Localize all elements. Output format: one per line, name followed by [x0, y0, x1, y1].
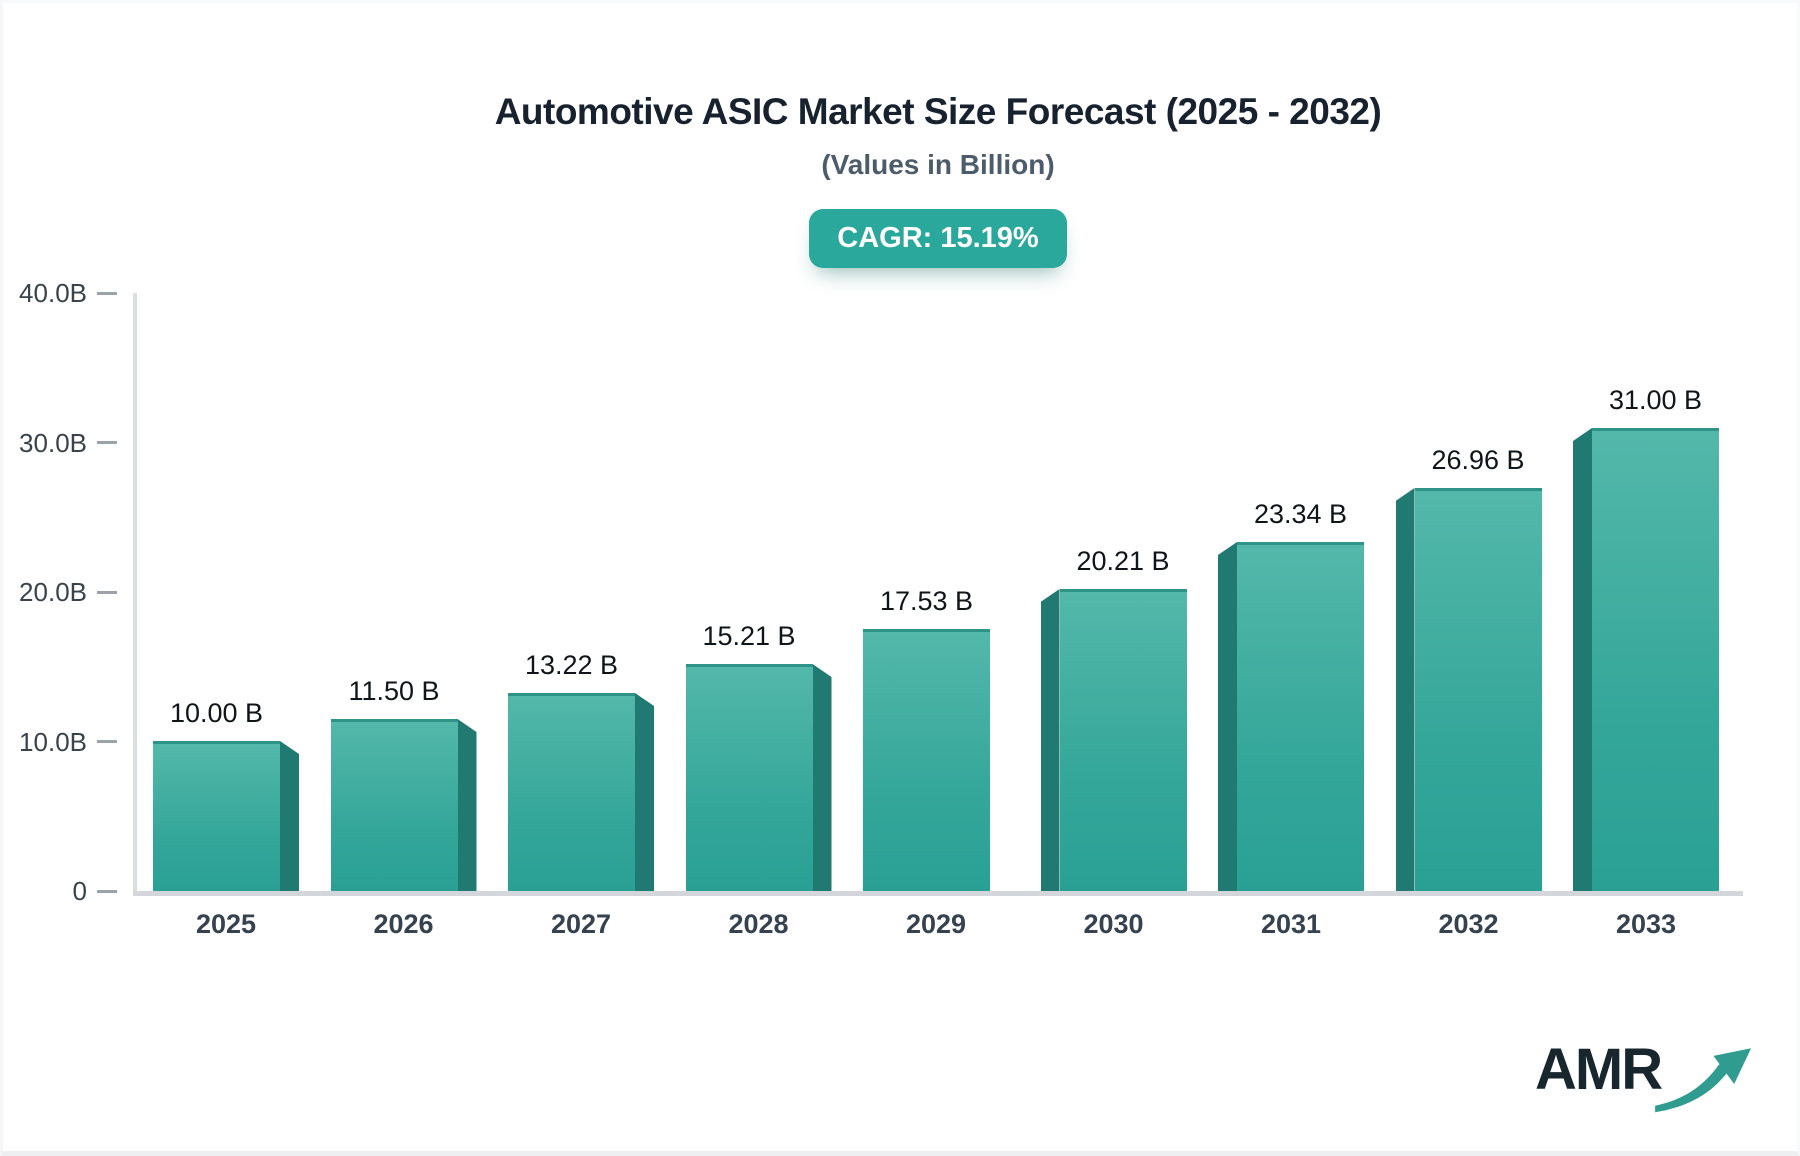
bar-face: [1414, 488, 1542, 891]
bar-group-2030: 20.21 B: [1040, 293, 1187, 891]
x-tick-label: 2030: [1083, 909, 1144, 939]
bar-value-label: 13.22 B: [524, 650, 619, 680]
y-tick-label: 30.0B: [19, 427, 87, 458]
y-tick-label: 40.0B: [19, 278, 87, 308]
y-tick-dash: [97, 740, 117, 743]
y-tick-dash: [97, 441, 117, 444]
bar-group-2028: 15.21 B: [685, 293, 832, 891]
bar-side-face: [1218, 542, 1237, 891]
x-tick-label: 2027: [550, 909, 612, 939]
bar-face: [685, 664, 813, 891]
y-tick-dash: [97, 291, 117, 295]
bar-group-2029: 17.53 B: [863, 293, 1009, 891]
x-tick-label: 2032: [1438, 909, 1499, 939]
bar-group-2031: 23.34 B: [1218, 293, 1364, 891]
logo-text: AMR: [1535, 1037, 1663, 1102]
bar-group-2027: 13.22 B: [508, 293, 654, 891]
x-axis-line: [133, 891, 1743, 896]
bar-value-label: 10.00 B: [169, 698, 264, 728]
bar-face: [508, 693, 635, 891]
y-tick-dash: [97, 590, 117, 594]
bar-side-face: [1395, 488, 1415, 891]
y-tick-label: 0: [72, 876, 87, 906]
bar-side-face: [457, 719, 477, 891]
bar-value-label: 23.34 B: [1253, 499, 1348, 529]
bar-face: [1059, 589, 1187, 891]
x-tick-label: 2026: [373, 909, 434, 939]
chart-subtitle: (Values in Billion): [821, 149, 1055, 180]
bar-face: [863, 629, 990, 891]
bar-group-2032: 26.96 B: [1395, 293, 1542, 891]
bar-side-face: [1573, 428, 1592, 891]
y-tick-dash: [97, 889, 117, 893]
bar-side-face: [280, 741, 299, 891]
x-tick-label: 2031: [1260, 909, 1322, 939]
x-tick-label: 2033: [1615, 909, 1677, 939]
bar-side-face: [812, 664, 832, 891]
y-axis: 40.0B 30.0B 20.0B 10.0B 0: [3, 278, 133, 906]
page-title: Automotive ASIC Market Size Forecast (20…: [494, 91, 1382, 132]
plot-area: 10.00 B 11.50 B 13.22 B 15.21 B 17.53 B 20.21…: [137, 293, 1743, 891]
x-tick-label: 2025: [195, 909, 257, 939]
bar-side-face: [635, 693, 654, 891]
x-tick-label: 2029: [905, 909, 967, 939]
bar-face: [330, 719, 458, 891]
y-tick-label: 20.0B: [19, 577, 87, 607]
x-axis: 2025 2026 2027 2028 2029 2030 2031 2032 2033: [137, 909, 1743, 949]
cagr-badge: CAGR: 15.19%: [809, 209, 1067, 268]
bar-face: [1592, 428, 1719, 891]
bar-value-label: 26.96 B: [1431, 445, 1525, 475]
y-tick-label: 10.0B: [19, 726, 87, 757]
x-tick-label: 2028: [728, 909, 789, 939]
bar-group-2025: 10.00 B: [153, 293, 299, 891]
bar-group-2026: 11.50 B: [330, 293, 477, 891]
chart-header: Automotive ASIC Market Size Forecast (20…: [133, 91, 1743, 268]
bar-value-label: 17.53 B: [879, 586, 974, 616]
brand-logo: AMR: [1535, 1035, 1759, 1117]
growth-arrow-icon: [1655, 1048, 1752, 1113]
bar-value-label: 15.21 B: [702, 621, 796, 651]
bar-value-label: 31.00 B: [1608, 385, 1703, 415]
bar-value-label: 20.21 B: [1076, 546, 1170, 576]
bar-value-label: 11.50 B: [348, 676, 440, 706]
y-axis-line: [133, 293, 137, 896]
bar-side-face: [1040, 589, 1060, 891]
bar-face: [153, 741, 280, 891]
bar-face: [1237, 542, 1364, 891]
bar-group-2033: 31.00 B: [1573, 293, 1719, 891]
